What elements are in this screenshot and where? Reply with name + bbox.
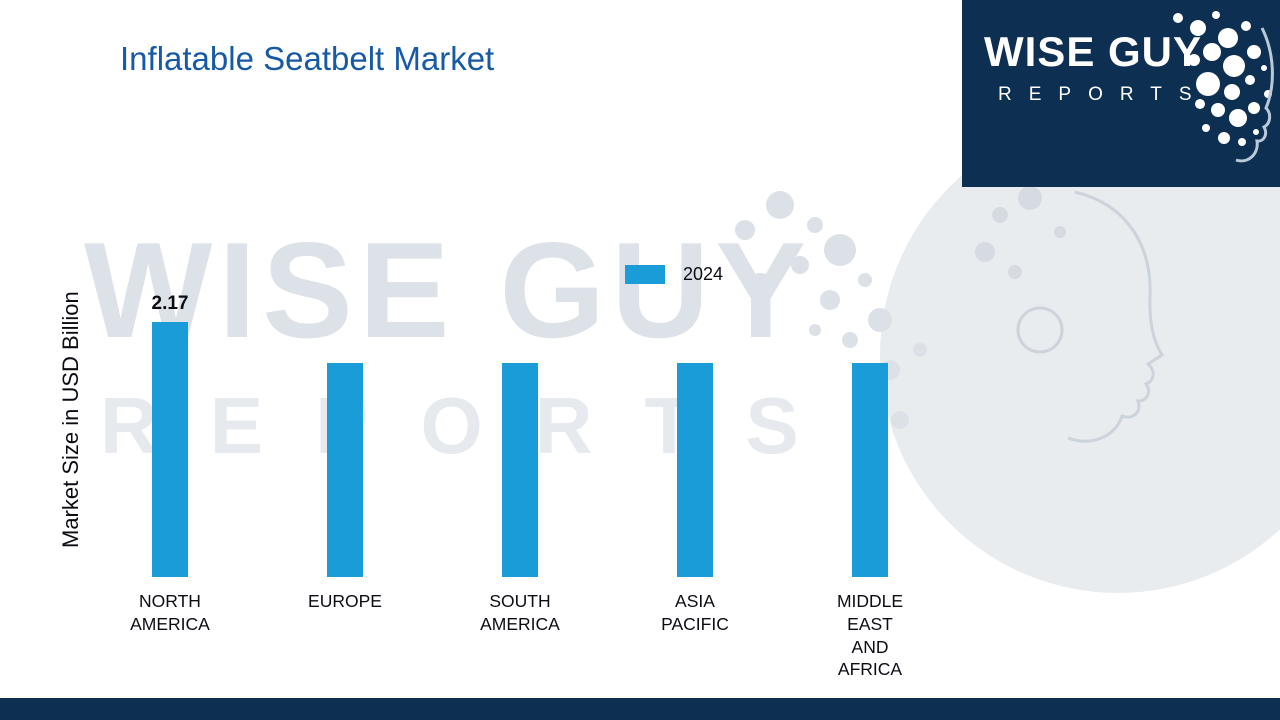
bar-asia-pacific: [677, 363, 713, 577]
bar-north-america: [152, 322, 188, 577]
bar-value-label: 2.17: [151, 293, 189, 314]
bar-group-north-america: 2.17: [110, 293, 230, 577]
bar-group-middle-east-and-africa: [810, 334, 930, 577]
bar-group-south-america: [460, 334, 580, 577]
category-label: MIDDLE EAST AND AFRICA: [836, 591, 904, 680]
logo-brand-name: WISE GUY: [984, 28, 1203, 75]
legend-label: 2024: [683, 264, 724, 284]
footer-bar: [0, 698, 1280, 720]
logo-head-dots-icon: [1173, 11, 1274, 163]
chart-title: Inflatable Seatbelt Market: [120, 40, 495, 77]
bar-south-america: [502, 363, 538, 577]
bar-group-europe: [285, 334, 405, 577]
watermark-brand-text: WISE GUY: [84, 214, 813, 366]
bar-middle-east-and-africa: [852, 363, 888, 577]
bar-group-asia-pacific: [635, 334, 755, 577]
brand-logo: WISE GUY REPORTS: [962, 0, 1280, 187]
category-label: NORTH AMERICA: [130, 591, 210, 634]
legend: 2024: [625, 264, 723, 285]
category-label: SOUTH AMERICA: [480, 591, 560, 634]
category-label: ASIA PACIFIC: [661, 591, 729, 634]
category-label: EUROPE: [308, 591, 382, 611]
logo-sub-name: REPORTS: [998, 84, 1209, 105]
bar-europe: [327, 363, 363, 577]
legend-swatch-2024: [625, 265, 665, 284]
